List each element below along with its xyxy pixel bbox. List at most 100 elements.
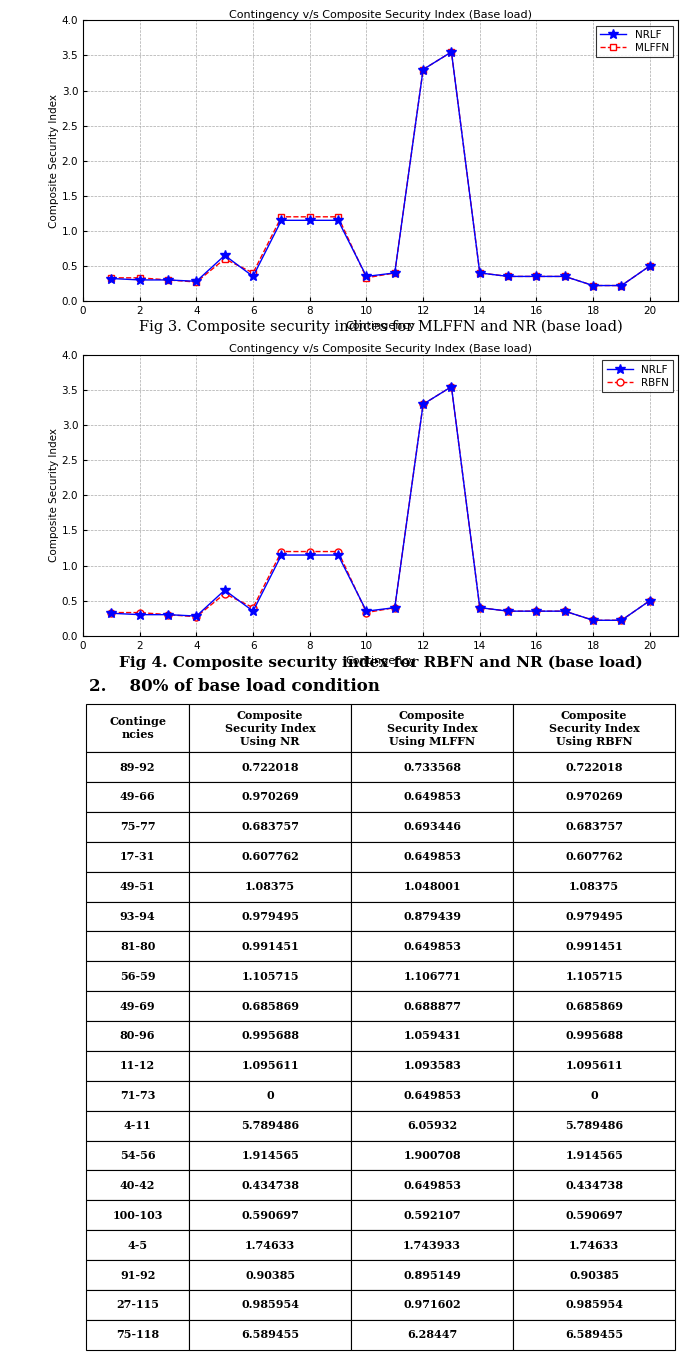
Text: 1.900708: 1.900708 (403, 1151, 461, 1161)
Bar (351, 1231, 513, 1261)
Bar (513, 752, 675, 782)
Bar (86, 782, 189, 812)
Text: 89-92: 89-92 (120, 762, 155, 772)
Text: 75-77: 75-77 (120, 821, 156, 832)
Bar (351, 1201, 513, 1231)
Bar (351, 1319, 513, 1349)
Bar (86, 1141, 189, 1171)
Text: 0.434738: 0.434738 (241, 1180, 299, 1191)
Bar (86, 1231, 189, 1261)
Text: 0.590697: 0.590697 (242, 1210, 299, 1221)
Text: 0.683757: 0.683757 (241, 821, 299, 832)
Bar (513, 1111, 675, 1141)
Legend: NRLF, MLFFN: NRLF, MLFFN (596, 26, 673, 57)
Bar (351, 1051, 513, 1081)
Bar (189, 872, 351, 902)
Bar (189, 1081, 351, 1111)
Bar (86, 1021, 189, 1051)
Text: 0.991451: 0.991451 (242, 941, 299, 952)
Bar (189, 1051, 351, 1081)
Bar (86, 704, 189, 752)
Text: 0.592107: 0.592107 (403, 1210, 461, 1221)
Text: 1.095611: 1.095611 (565, 1061, 623, 1072)
Text: 1.08375: 1.08375 (569, 881, 619, 892)
Text: Fig 3. Composite security indices for MLFFN and NR (base load): Fig 3. Composite security indices for ML… (138, 320, 623, 335)
Bar (513, 932, 675, 962)
Bar (351, 872, 513, 902)
Bar (513, 1231, 675, 1261)
Bar (351, 1081, 513, 1111)
Text: 2.    80% of base load condition: 2. 80% of base load condition (89, 679, 380, 695)
Bar (86, 932, 189, 962)
Text: 17-31: 17-31 (120, 851, 155, 862)
Text: Composite
Security Index
Using RBFN: Composite Security Index Using RBFN (549, 710, 639, 747)
Text: 1.095611: 1.095611 (242, 1061, 299, 1072)
Bar (189, 932, 351, 962)
X-axis label: Contingency: Contingency (345, 656, 416, 666)
Text: 0.649853: 0.649853 (403, 1091, 461, 1102)
Text: 6.05932: 6.05932 (407, 1121, 457, 1132)
Text: 80-96: 80-96 (120, 1031, 155, 1042)
Text: 0.895149: 0.895149 (403, 1269, 461, 1281)
Title: Contingency v/s Composite Security Index (Base load): Contingency v/s Composite Security Index… (229, 344, 532, 355)
Bar (189, 782, 351, 812)
Bar (351, 1261, 513, 1289)
Text: 11-12: 11-12 (120, 1061, 155, 1072)
Bar (86, 1081, 189, 1111)
Text: 0: 0 (266, 1091, 274, 1102)
Text: 0.685869: 0.685869 (565, 1001, 623, 1012)
Text: 0.649853: 0.649853 (403, 792, 461, 802)
Bar (189, 1231, 351, 1261)
Text: Composite
Security Index
Using MLFFN: Composite Security Index Using MLFFN (387, 710, 477, 747)
Text: 40-42: 40-42 (120, 1180, 155, 1191)
Bar (86, 752, 189, 782)
Text: 0.649853: 0.649853 (403, 941, 461, 952)
Bar (351, 1141, 513, 1171)
Text: Fig 4. Composite security index for RBFN and NR (base load): Fig 4. Composite security index for RBFN… (119, 656, 642, 669)
Bar (189, 752, 351, 782)
Text: 0.979495: 0.979495 (565, 911, 623, 922)
Bar (86, 1171, 189, 1201)
Y-axis label: Composite Security Index: Composite Security Index (48, 428, 59, 563)
Text: 0.434738: 0.434738 (565, 1180, 623, 1191)
Bar (189, 1111, 351, 1141)
Bar (513, 962, 675, 991)
Text: 71-73: 71-73 (120, 1091, 155, 1102)
Text: 6.589455: 6.589455 (241, 1329, 299, 1340)
Text: 0.649853: 0.649853 (403, 1180, 461, 1191)
Text: 0.607762: 0.607762 (242, 851, 299, 862)
Text: 27-115: 27-115 (116, 1299, 159, 1311)
Text: 1.743933: 1.743933 (403, 1239, 461, 1251)
Bar (513, 704, 675, 752)
Bar (189, 962, 351, 991)
Text: 75-118: 75-118 (116, 1329, 159, 1340)
Text: 0.685869: 0.685869 (241, 1001, 299, 1012)
X-axis label: Contingency: Contingency (345, 321, 416, 332)
Text: 0.733568: 0.733568 (403, 762, 461, 772)
Text: 4-5: 4-5 (127, 1239, 147, 1251)
Bar (351, 842, 513, 872)
Bar (351, 1171, 513, 1201)
Title: Contingency v/s Composite Security Index (Base load): Contingency v/s Composite Security Index… (229, 10, 532, 19)
Text: 1.74633: 1.74633 (245, 1239, 295, 1251)
Y-axis label: Composite Security Index: Composite Security Index (48, 94, 59, 227)
Text: 0.970269: 0.970269 (242, 792, 299, 802)
Bar (189, 704, 351, 752)
Text: 0.979495: 0.979495 (241, 911, 299, 922)
Bar (86, 812, 189, 842)
Bar (189, 1171, 351, 1201)
Text: 0.722018: 0.722018 (565, 762, 623, 772)
Bar (513, 812, 675, 842)
Bar (513, 782, 675, 812)
Bar (86, 1289, 189, 1319)
Bar (86, 1051, 189, 1081)
Bar (351, 704, 513, 752)
Text: 6.589455: 6.589455 (565, 1329, 623, 1340)
Bar (86, 991, 189, 1021)
Bar (513, 1171, 675, 1201)
Text: 0.688877: 0.688877 (403, 1001, 461, 1012)
Text: 0.879439: 0.879439 (403, 911, 461, 922)
Bar (513, 902, 675, 932)
Text: 0.991451: 0.991451 (565, 941, 623, 952)
Text: 0.607762: 0.607762 (565, 851, 623, 862)
